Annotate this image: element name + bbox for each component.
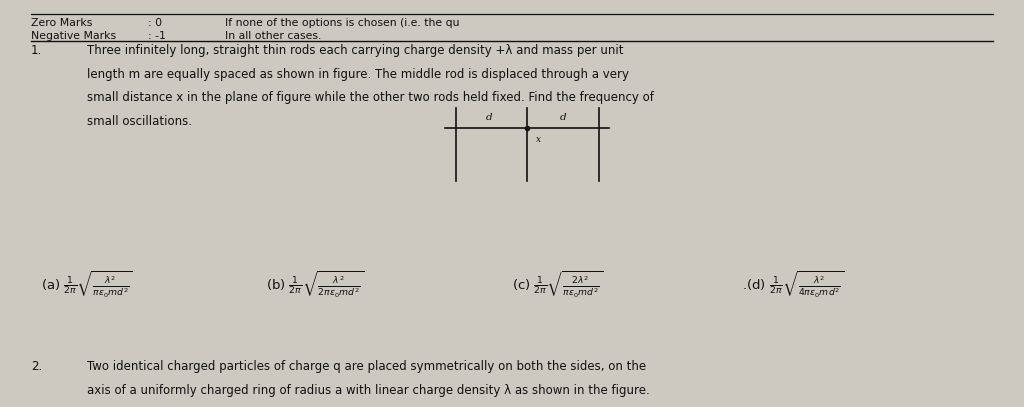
Text: If none of the options is chosen (i.e. the qu: If none of the options is chosen (i.e. t… [225,18,460,28]
Text: (a) $\frac{1}{2\pi}\sqrt{\frac{\lambda^2}{\pi\varepsilon_0 md^2}}$: (a) $\frac{1}{2\pi}\sqrt{\frac{\lambda^2… [41,270,133,300]
Text: Zero Marks: Zero Marks [31,18,92,28]
Text: 2.: 2. [31,360,42,373]
Text: 1.: 1. [31,44,42,57]
Text: Two identical charged particles of charge q are placed symmetrically on both the: Two identical charged particles of charg… [87,360,646,373]
Text: : 0: : 0 [148,18,163,28]
Text: Negative Marks: Negative Marks [31,31,116,41]
Text: length m are equally spaced as shown in figure. The middle rod is displaced thro: length m are equally spaced as shown in … [87,68,629,81]
Text: d: d [486,113,493,122]
Text: x: x [536,135,541,144]
Text: small oscillations.: small oscillations. [87,115,193,128]
Text: (b) $\frac{1}{2\pi}\sqrt{\frac{\lambda^2}{2\pi\varepsilon_0 md^2}}$: (b) $\frac{1}{2\pi}\sqrt{\frac{\lambda^2… [266,270,365,300]
Text: : -1: : -1 [148,31,166,41]
Text: .(d) $\frac{1}{2\pi}\sqrt{\frac{\lambda^2}{4\pi\varepsilon_0 md^2}}$: .(d) $\frac{1}{2\pi}\sqrt{\frac{\lambda^… [742,270,845,300]
Text: (c) $\frac{1}{2\pi}\sqrt{\frac{2\lambda^2}{\pi\varepsilon_0 md^2}}$: (c) $\frac{1}{2\pi}\sqrt{\frac{2\lambda^… [512,270,603,300]
Text: Three infinitely long, straight thin rods each carrying charge density +λ and ma: Three infinitely long, straight thin rod… [87,44,624,57]
Text: small distance x in the plane of figure while the other two rods held fixed. Fin: small distance x in the plane of figure … [87,91,654,104]
Text: In all other cases.: In all other cases. [225,31,322,41]
Text: d: d [560,113,566,122]
Text: axis of a uniformly charged ring of radius a with linear charge density λ as sho: axis of a uniformly charged ring of radi… [87,384,650,397]
